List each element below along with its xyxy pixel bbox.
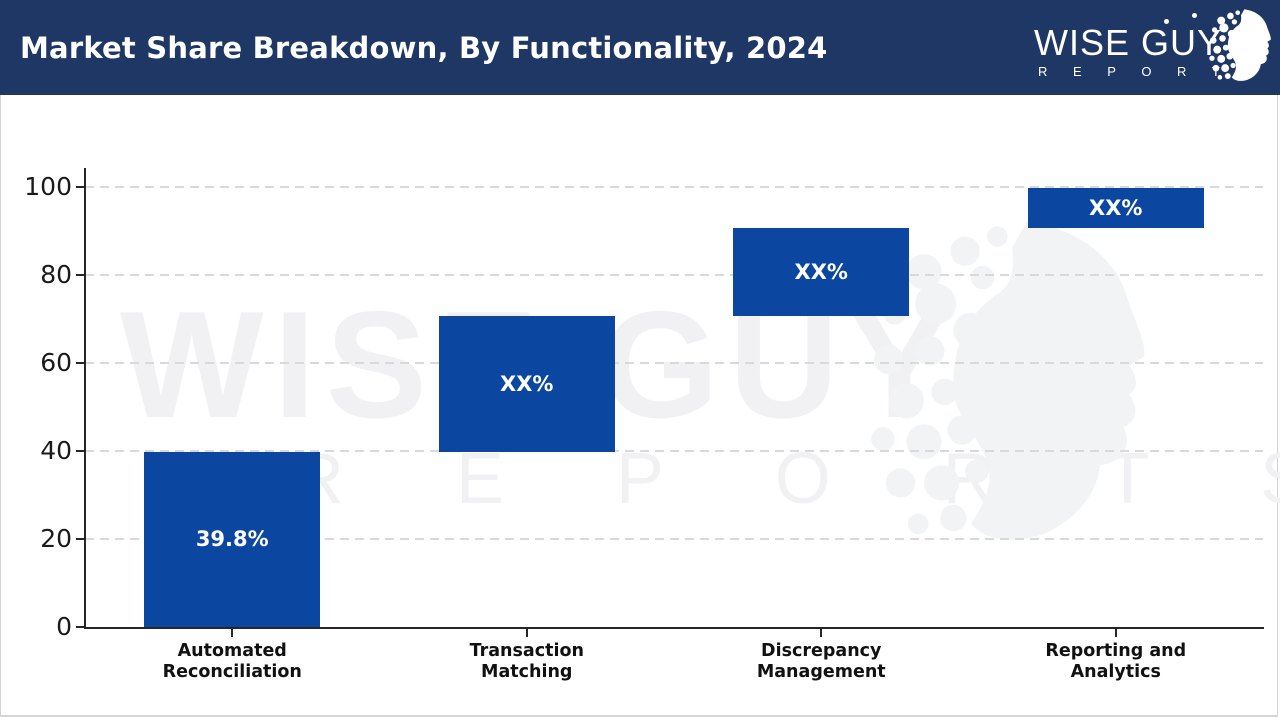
gridline-60 bbox=[85, 362, 1263, 364]
y-axis-tick bbox=[76, 186, 85, 188]
x-axis-tick bbox=[231, 629, 234, 637]
y-axis-tick bbox=[76, 450, 85, 452]
y-axis-tick-label: 100 bbox=[24, 172, 72, 201]
logo-dot-icon bbox=[1164, 19, 1169, 24]
y-axis-tick-label: 60 bbox=[40, 348, 72, 377]
x-axis-tick bbox=[820, 629, 823, 637]
bar-automated-reconciliation: 39.8% bbox=[144, 451, 321, 627]
bar-value-label: XX% bbox=[794, 259, 848, 284]
category-label-line: Discrepancy bbox=[761, 641, 882, 661]
category-label-line: Management bbox=[756, 662, 886, 682]
header-bar: Market Share Breakdown, By Functionality… bbox=[0, 0, 1280, 95]
category-label-line: Automated bbox=[177, 641, 287, 661]
category-label-line: Reporting and bbox=[1045, 641, 1187, 661]
gridline-100 bbox=[85, 186, 1263, 188]
bar-value-label: XX% bbox=[500, 372, 554, 397]
category-label-discrepancy-management: Discrepancy Management bbox=[673, 641, 969, 683]
gridline-80 bbox=[85, 274, 1263, 276]
y-axis-tick-label: 40 bbox=[40, 436, 72, 465]
category-label-line: Analytics bbox=[1070, 662, 1161, 682]
wise-guy-logo: WISE GUY R E P O R T S bbox=[1016, 0, 1274, 95]
y-axis-tick bbox=[76, 626, 85, 628]
bar-discrepancy-management: XX% bbox=[733, 227, 910, 316]
bar-value-label: XX% bbox=[1089, 195, 1143, 220]
y-axis-spine bbox=[84, 168, 86, 629]
y-axis-tick-label: 0 bbox=[56, 612, 72, 641]
y-axis-tick bbox=[76, 362, 85, 364]
bar-transaction-matching: XX% bbox=[438, 316, 615, 452]
content-frame bbox=[0, 95, 1278, 717]
gridline-40 bbox=[85, 450, 1263, 452]
y-axis-tick-label: 20 bbox=[40, 524, 72, 553]
bar-reporting-and-analytics: XX% bbox=[1027, 187, 1204, 228]
category-label-automated-reconciliation: Automated Reconciliation bbox=[84, 641, 380, 683]
page-title: Market Share Breakdown, By Functionality… bbox=[20, 30, 828, 65]
gridline-20 bbox=[85, 538, 1263, 540]
y-axis-tick bbox=[76, 274, 85, 276]
x-axis-tick bbox=[525, 629, 528, 637]
y-axis-tick bbox=[76, 538, 85, 540]
category-label-transaction-matching: Transaction Matching bbox=[379, 641, 675, 683]
face-profile-icon bbox=[1209, 9, 1271, 81]
category-label-reporting-and-analytics: Reporting and Analytics bbox=[968, 641, 1264, 683]
category-label-line: Reconciliation bbox=[162, 662, 302, 682]
x-axis-tick bbox=[1114, 629, 1117, 637]
logo-wordmark: WISE GUY bbox=[1034, 22, 1223, 63]
logo-dot-icon bbox=[1192, 13, 1197, 18]
logo-subtitle: R E P O R T S bbox=[1038, 64, 1265, 79]
category-label-line: Transaction bbox=[469, 641, 584, 661]
category-label-line: Matching bbox=[481, 662, 573, 682]
bar-value-label: 39.8% bbox=[195, 527, 269, 552]
y-axis-tick-label: 80 bbox=[40, 260, 72, 289]
x-axis-spine bbox=[84, 627, 1264, 629]
